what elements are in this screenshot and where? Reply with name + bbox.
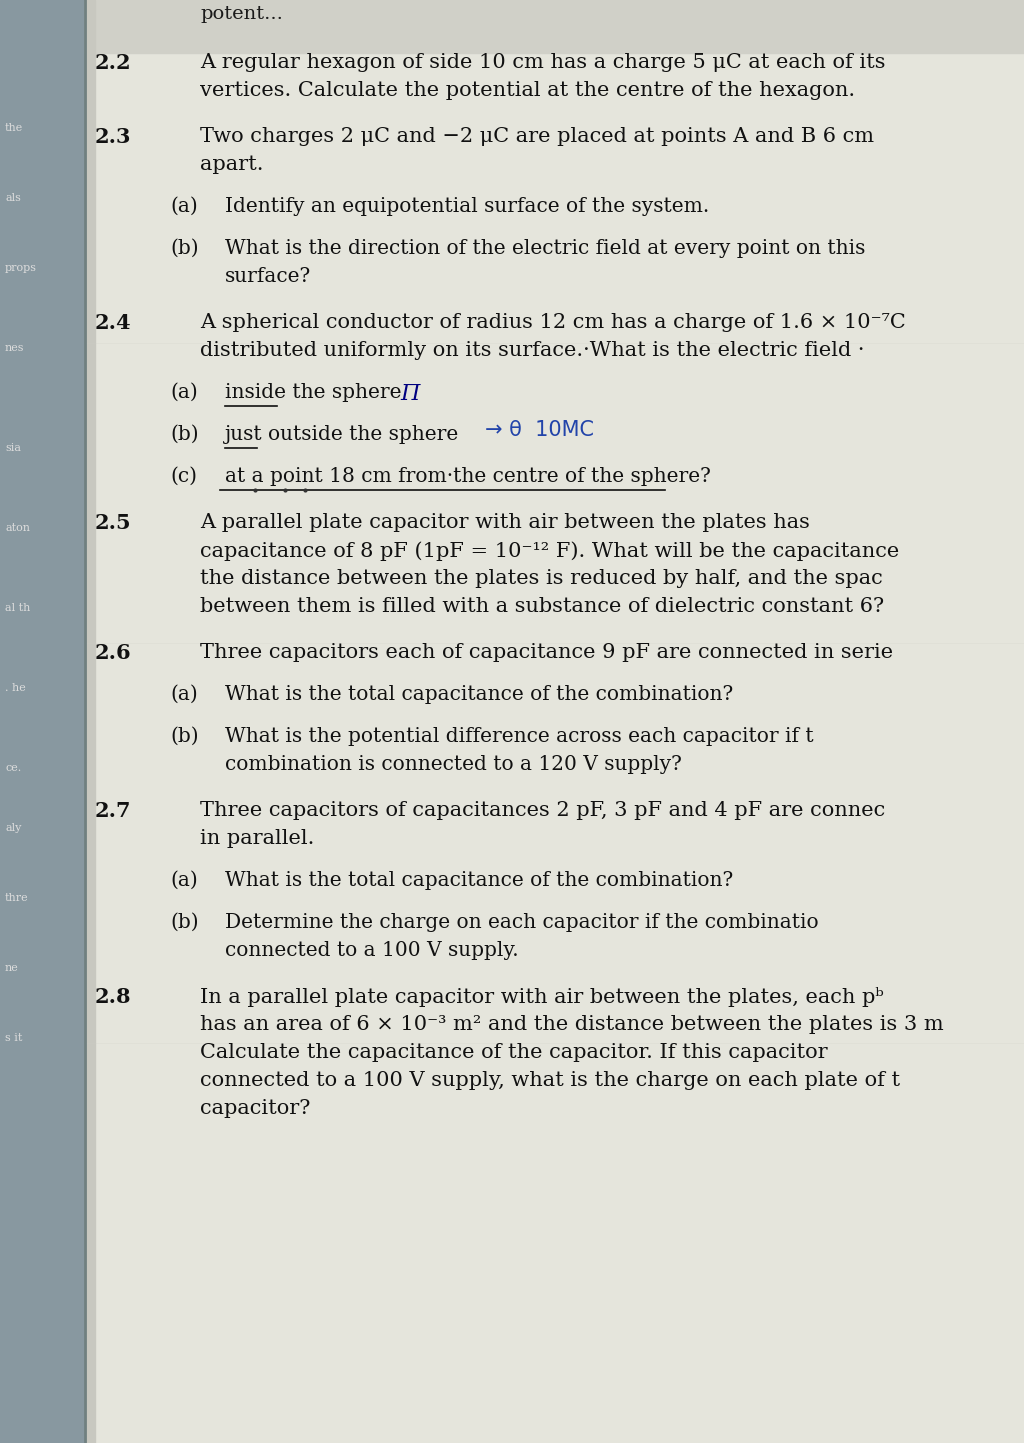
Text: A spherical conductor of radius 12 cm has a charge of 1.6 × 10⁻⁷C: A spherical conductor of radius 12 cm ha… bbox=[200, 313, 906, 332]
Text: Π: Π bbox=[400, 382, 420, 405]
Text: 2.5: 2.5 bbox=[95, 514, 132, 532]
Text: A regular hexagon of side 10 cm has a charge 5 μC at each of its: A regular hexagon of side 10 cm has a ch… bbox=[200, 53, 886, 72]
Text: the: the bbox=[5, 123, 24, 133]
Text: 2.6: 2.6 bbox=[95, 644, 132, 662]
Text: the distance between the plates is reduced by half, and the spac: the distance between the plates is reduc… bbox=[200, 569, 883, 587]
Text: in parallel.: in parallel. bbox=[200, 828, 314, 848]
Text: capacitance of 8 pF (1pF = 10⁻¹² F). What will be the capacitance: capacitance of 8 pF (1pF = 10⁻¹² F). Wha… bbox=[200, 541, 899, 561]
Text: Three capacitors each of capacitance 9 pF are connected in serie: Three capacitors each of capacitance 9 p… bbox=[200, 644, 893, 662]
Text: inside the sphere: inside the sphere bbox=[225, 382, 401, 403]
Text: has an area of 6 × 10⁻³ m² and the distance between the plates is 3 m: has an area of 6 × 10⁻³ m² and the dista… bbox=[200, 1014, 944, 1035]
Text: A parallel plate capacitor with air between the plates has: A parallel plate capacitor with air betw… bbox=[200, 514, 816, 532]
Text: What is the potential difference across each capacitor if t: What is the potential difference across … bbox=[225, 727, 814, 746]
Text: (b): (b) bbox=[170, 913, 199, 932]
Text: at a point 18 cm from·the centre of the sphere?: at a point 18 cm from·the centre of the … bbox=[225, 468, 711, 486]
Text: connected to a 100 V supply, what is the charge on each plate of t: connected to a 100 V supply, what is the… bbox=[200, 1071, 900, 1089]
Text: apart.: apart. bbox=[200, 154, 263, 175]
Text: connected to a 100 V supply.: connected to a 100 V supply. bbox=[225, 941, 518, 960]
Text: 2.4: 2.4 bbox=[95, 313, 132, 333]
Bar bbox=[85, 0, 95, 1443]
Bar bbox=[85, 0, 1024, 53]
Text: distributed uniformly on its surface.·What is the electric field ·: distributed uniformly on its surface.·Wh… bbox=[200, 341, 864, 359]
Text: 2.2: 2.2 bbox=[95, 53, 132, 74]
Text: 2.3: 2.3 bbox=[95, 127, 131, 147]
Text: What is the direction of the electric field at every point on this: What is the direction of the electric fi… bbox=[225, 240, 865, 258]
Text: 2.8: 2.8 bbox=[95, 987, 131, 1007]
Text: 2.7: 2.7 bbox=[95, 801, 131, 821]
Text: → θ  10MC: → θ 10MC bbox=[485, 420, 594, 440]
Text: just outside the sphere: just outside the sphere bbox=[225, 426, 459, 444]
Text: als: als bbox=[5, 193, 20, 203]
Text: surface?: surface? bbox=[225, 267, 311, 286]
Text: nes: nes bbox=[5, 343, 25, 354]
Text: (a): (a) bbox=[170, 382, 198, 403]
Text: (b): (b) bbox=[170, 240, 199, 258]
Text: al th: al th bbox=[5, 603, 31, 613]
Text: capacitor?: capacitor? bbox=[200, 1100, 310, 1118]
Text: ne: ne bbox=[5, 962, 18, 973]
Text: sia: sia bbox=[5, 443, 22, 453]
Text: (c): (c) bbox=[170, 468, 197, 486]
Text: (a): (a) bbox=[170, 872, 198, 890]
Text: s it: s it bbox=[5, 1033, 23, 1043]
Text: potent...: potent... bbox=[200, 4, 283, 23]
Text: Three capacitors of capacitances 2 pF, 3 pF and 4 pF are connec: Three capacitors of capacitances 2 pF, 3… bbox=[200, 801, 886, 820]
Text: (a): (a) bbox=[170, 685, 198, 704]
Text: Calculate the capacitance of the capacitor. If this capacitor: Calculate the capacitance of the capacit… bbox=[200, 1043, 827, 1062]
Text: . he: . he bbox=[5, 683, 26, 693]
Text: aton: aton bbox=[5, 522, 30, 532]
Text: vertices. Calculate the potential at the centre of the hexagon.: vertices. Calculate the potential at the… bbox=[200, 81, 855, 100]
Text: Two charges 2 μC and −2 μC are placed at points A and B 6 cm: Two charges 2 μC and −2 μC are placed at… bbox=[200, 127, 874, 146]
Text: Determine the charge on each capacitor if the combinatio: Determine the charge on each capacitor i… bbox=[225, 913, 818, 932]
Text: (b): (b) bbox=[170, 426, 199, 444]
Text: props: props bbox=[5, 263, 37, 273]
Text: (a): (a) bbox=[170, 198, 198, 216]
Text: Identify an equipotential surface of the system.: Identify an equipotential surface of the… bbox=[225, 198, 710, 216]
Bar bbox=[0, 0, 85, 1443]
Text: aly: aly bbox=[5, 823, 22, 833]
Text: between them is filled with a substance of dielectric constant 6?: between them is filled with a substance … bbox=[200, 597, 884, 616]
Text: (b): (b) bbox=[170, 727, 199, 746]
Text: What is the total capacitance of the combination?: What is the total capacitance of the com… bbox=[225, 872, 733, 890]
Text: ce.: ce. bbox=[5, 763, 22, 773]
Text: In a parallel plate capacitor with air between the plates, each pᵇ: In a parallel plate capacitor with air b… bbox=[200, 987, 884, 1007]
Text: What is the total capacitance of the combination?: What is the total capacitance of the com… bbox=[225, 685, 733, 704]
Text: thre: thre bbox=[5, 893, 29, 903]
Text: combination is connected to a 120 V supply?: combination is connected to a 120 V supp… bbox=[225, 755, 682, 773]
